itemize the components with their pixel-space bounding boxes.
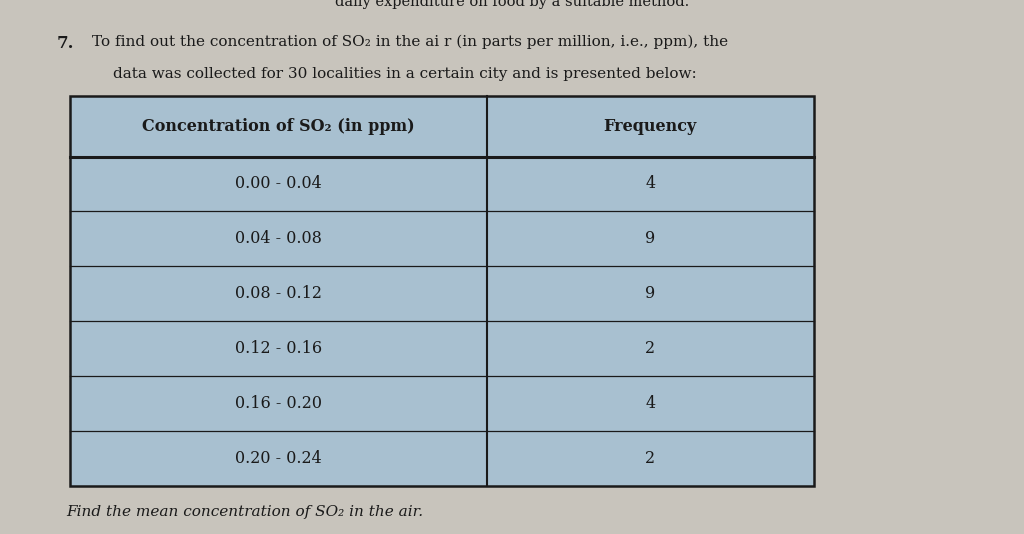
Text: 0.04 - 0.08: 0.04 - 0.08 xyxy=(234,230,322,247)
Text: 9: 9 xyxy=(645,285,655,302)
Text: 0.16 - 0.20: 0.16 - 0.20 xyxy=(234,395,322,412)
Text: 7.: 7. xyxy=(56,35,74,52)
Text: data was collected for 30 localities in a certain city and is presented below:: data was collected for 30 localities in … xyxy=(113,67,696,81)
Text: 0.20 - 0.24: 0.20 - 0.24 xyxy=(234,450,322,467)
FancyBboxPatch shape xyxy=(70,96,814,486)
Text: Find the mean concentration of SO₂ in the air.: Find the mean concentration of SO₂ in th… xyxy=(67,505,424,519)
Text: 0.08 - 0.12: 0.08 - 0.12 xyxy=(234,285,322,302)
Text: 4: 4 xyxy=(645,176,655,192)
Text: Frequency: Frequency xyxy=(604,118,697,135)
Text: 4: 4 xyxy=(645,395,655,412)
Text: daily expenditure on food by a suitable method.: daily expenditure on food by a suitable … xyxy=(335,0,689,9)
Text: 9: 9 xyxy=(645,230,655,247)
Text: 0.12 - 0.16: 0.12 - 0.16 xyxy=(234,340,322,357)
Text: 0.00 - 0.04: 0.00 - 0.04 xyxy=(234,176,322,192)
Text: 2: 2 xyxy=(645,340,655,357)
Text: To find out the concentration of SO₂ in the ai r (in parts per million, i.e., pp: To find out the concentration of SO₂ in … xyxy=(92,35,728,49)
Text: Concentration of SO₂ (in ppm): Concentration of SO₂ (in ppm) xyxy=(141,118,415,135)
Text: 2: 2 xyxy=(645,450,655,467)
